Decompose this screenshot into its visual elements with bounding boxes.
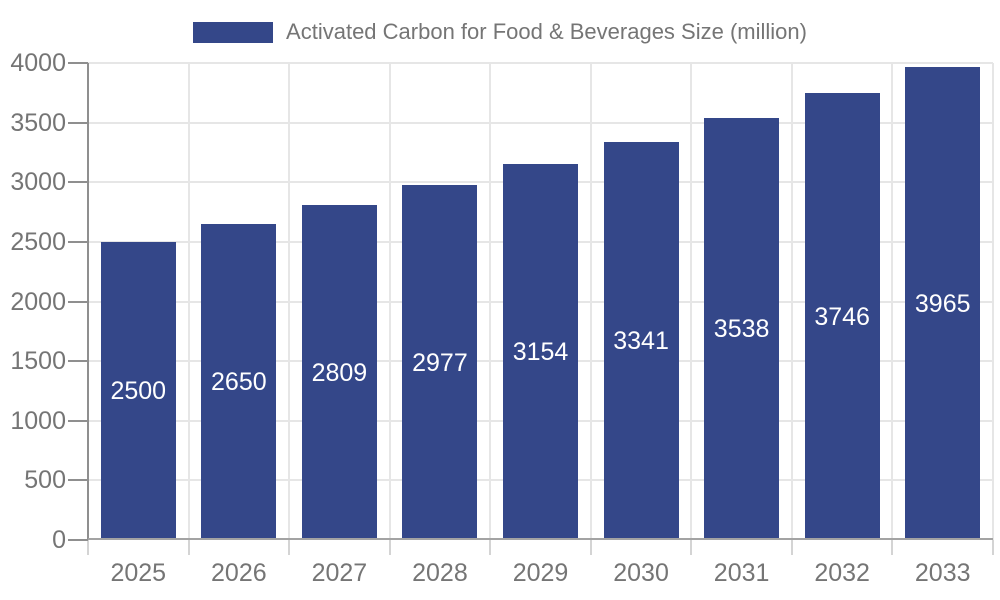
x-tickmark [489, 540, 492, 555]
v-gridline [891, 63, 894, 540]
bar-2030: 3341 [603, 141, 679, 540]
bar-value-label: 3154 [512, 337, 569, 366]
y-tickmark [68, 300, 88, 303]
bar-2032: 3746 [804, 93, 880, 540]
x-tick-label: 2025 [110, 559, 167, 587]
bar-value-label: 3746 [814, 302, 870, 331]
x-tick-label: 2026 [211, 559, 267, 587]
y-tickmark [68, 181, 88, 184]
y-tick-label: 3500 [10, 108, 66, 137]
x-tick-label: 2029 [512, 559, 569, 587]
bar-value-label: 2650 [211, 368, 267, 396]
y-tickmark [68, 360, 88, 363]
y-tickmark [68, 121, 88, 124]
x-tickmark [187, 540, 190, 555]
v-gridline [690, 63, 693, 540]
x-tickmark [790, 540, 793, 555]
x-tick-label: 2031 [713, 559, 770, 587]
v-gridline [187, 63, 190, 540]
x-tickmark [992, 540, 994, 555]
x-tick-label: 2033 [914, 559, 971, 587]
x-tickmark [891, 540, 894, 555]
legend-label: Activated Carbon for Food & Beverages Si… [286, 19, 807, 44]
y-tick-label: 4000 [10, 49, 66, 77]
x-tickmark [288, 540, 291, 555]
bar-value-label: 3341 [613, 326, 669, 355]
legend: Activated Carbon for Food & Beverages Si… [0, 21, 1000, 43]
h-gridline [88, 121, 993, 124]
x-tickmark [690, 540, 693, 555]
y-tick-label: 3000 [10, 168, 66, 197]
y-tick-label: 2000 [10, 287, 66, 316]
y-tickmark [68, 419, 88, 422]
v-gridline [388, 63, 391, 540]
x-tick-label: 2032 [814, 559, 870, 587]
x-tick-label: 2028 [412, 559, 468, 587]
bar-2026: 2650 [201, 224, 277, 540]
v-gridline [288, 63, 291, 540]
y-tick-label: 0 [52, 526, 66, 554]
plot-area: 2500 2650 2809 2977 3154 3341 3538 3746 3965 [68, 62, 994, 555]
h-gridline [88, 62, 993, 64]
bar-2028: 2977 [402, 185, 478, 540]
x-tick-label: 2030 [613, 559, 669, 587]
bar-2025: 2500 [100, 241, 176, 540]
legend-swatch [193, 21, 274, 43]
x-tickmark [589, 540, 592, 555]
y-tick-label: 1500 [10, 347, 66, 376]
y-tickmark [68, 240, 88, 243]
x-axis-line [88, 538, 993, 540]
bar-value-label: 3965 [914, 289, 971, 318]
v-gridline [790, 63, 793, 540]
x-tick-label: 2027 [311, 559, 368, 587]
y-axis-line [87, 63, 89, 540]
y-tickmark [68, 539, 88, 541]
y-tickmark [68, 479, 88, 482]
bar-2029: 3154 [503, 163, 578, 540]
bar-value-label: 2500 [110, 376, 167, 405]
bar-value-label: 2809 [311, 358, 368, 387]
x-tickmark [388, 540, 391, 555]
y-tick-label: 1000 [10, 406, 66, 435]
bar-2027: 2809 [301, 205, 377, 540]
bar-value-label: 3538 [713, 315, 770, 344]
bar-2033: 3965 [905, 67, 981, 540]
y-tickmark [68, 62, 88, 64]
v-gridline [489, 63, 492, 540]
bar-value-label: 2977 [412, 348, 468, 377]
v-gridline [992, 63, 994, 540]
y-tick-label: 500 [24, 466, 66, 495]
bar-2031: 3538 [704, 118, 780, 540]
x-tickmark [87, 540, 89, 555]
y-tick-label: 2500 [10, 227, 66, 256]
v-gridline [589, 63, 592, 540]
